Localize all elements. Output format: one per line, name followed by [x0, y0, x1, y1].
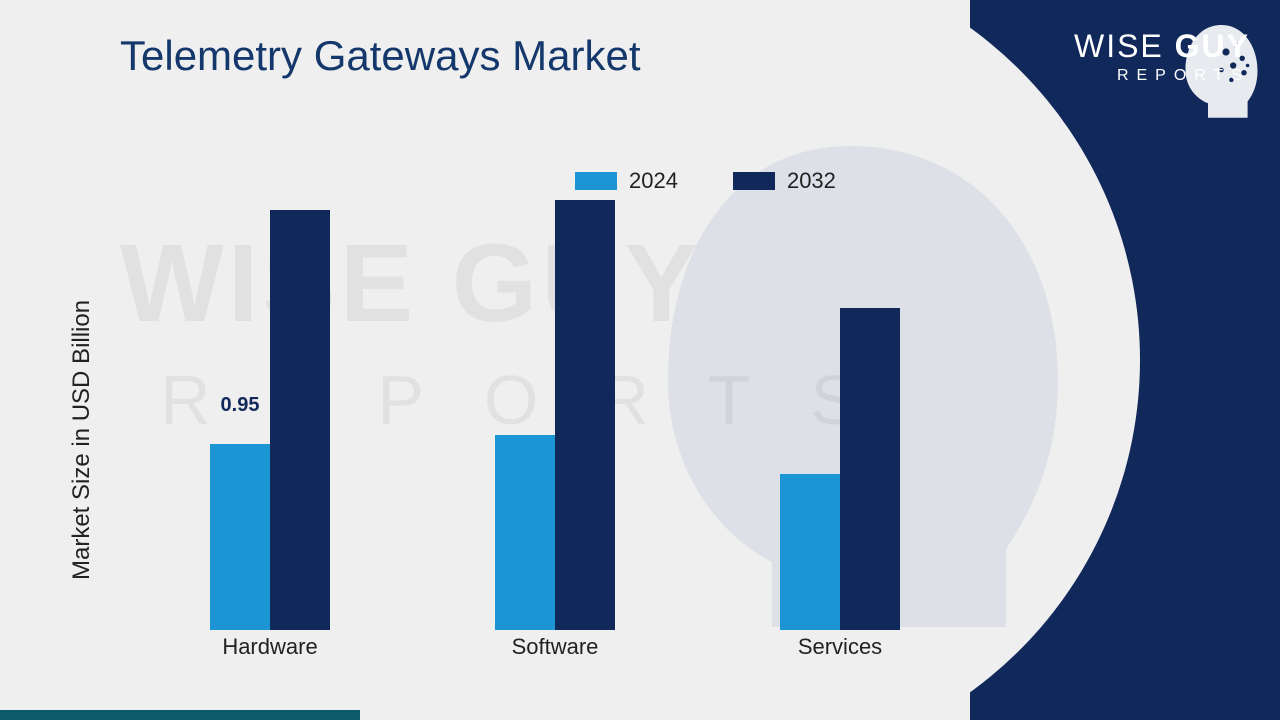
legend-item-2024: 2024	[575, 168, 678, 194]
x-tick-label: Services	[798, 634, 882, 660]
bar	[495, 435, 555, 630]
legend-swatch-2024	[575, 172, 617, 190]
chart-legend: 2024 2032	[575, 168, 836, 194]
bar-value-label: 0.95	[221, 394, 260, 417]
x-axis: Hardware Software Services	[110, 630, 940, 660]
legend-label-2032: 2032	[787, 168, 836, 194]
page-title: Telemetry Gateways Market	[120, 32, 641, 80]
bar	[840, 308, 900, 631]
brand-logo: WISE GUY REPORTS	[1074, 28, 1250, 85]
bottom-accent-strip	[0, 710, 360, 720]
bar-chart: 0.95 Hardware Software Services	[110, 200, 940, 660]
bar	[780, 474, 840, 630]
legend-label-2024: 2024	[629, 168, 678, 194]
plot-area: 0.95	[110, 200, 940, 630]
bar	[270, 210, 330, 630]
brand-word-wise: WISE	[1074, 28, 1175, 64]
legend-item-2032: 2032	[733, 168, 836, 194]
y-axis-label: Market Size in USD Billion	[68, 300, 96, 580]
brand-word-guy: GUY	[1175, 28, 1250, 64]
x-tick-label: Hardware	[222, 634, 317, 660]
brand-name: WISE GUY	[1074, 28, 1250, 65]
bar	[210, 444, 270, 630]
brand-subtitle: REPORTS	[1074, 67, 1250, 85]
bar	[555, 200, 615, 630]
legend-swatch-2032	[733, 172, 775, 190]
x-tick-label: Software	[512, 634, 599, 660]
